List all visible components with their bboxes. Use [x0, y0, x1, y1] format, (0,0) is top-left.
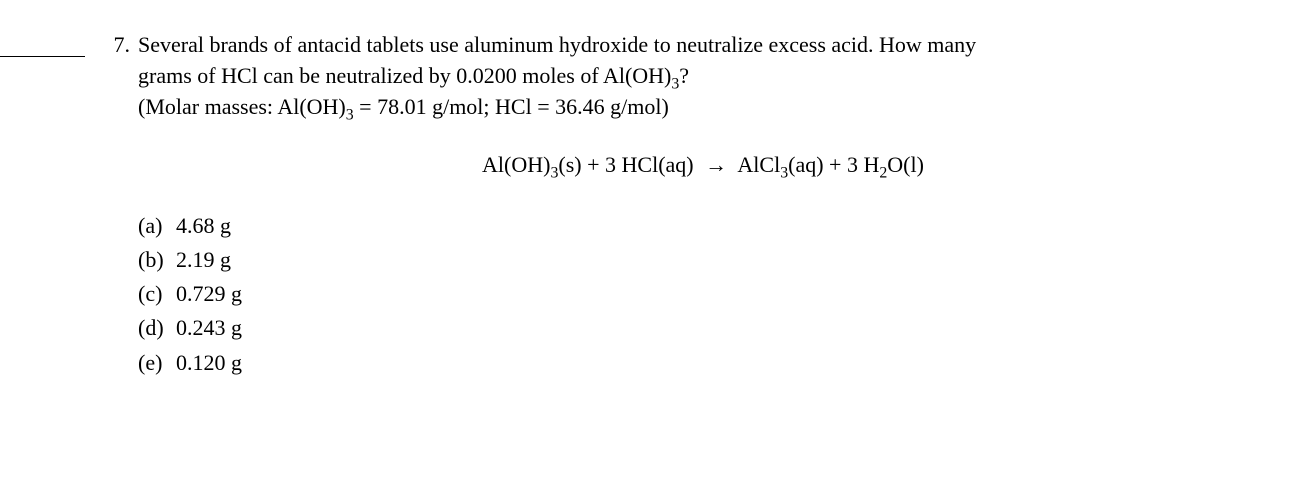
choice-a[interactable]: (a) 4.68 g	[138, 209, 1268, 243]
choice-c[interactable]: (c) 0.729 g	[138, 277, 1268, 311]
choice-value: 0.243 g	[176, 311, 242, 345]
eq-product1-mid: (aq) + 3 H	[788, 152, 879, 177]
question-line3-mid: = 78.01 g/mol; HCl = 36.46 g/mol)	[354, 94, 669, 119]
question-line1: Several brands of antacid tablets use al…	[138, 32, 976, 57]
eq-product1-pre: AlCl	[737, 152, 780, 177]
reaction-arrow-icon: →	[705, 150, 727, 181]
question-line3-pre: (Molar masses: Al(OH)	[138, 94, 346, 119]
chemical-equation: Al(OH)3(s) + 3 HCl(aq) → AlCl3(aq) + 3 H…	[138, 150, 1268, 181]
question-line2-post: ?	[679, 63, 689, 88]
question-line3-sub1: 3	[346, 106, 354, 123]
choice-value: 0.729 g	[176, 277, 242, 311]
question-text: Several brands of antacid tablets use al…	[138, 30, 1268, 122]
choice-e[interactable]: (e) 0.120 g	[138, 346, 1268, 380]
choice-label: (e)	[138, 346, 176, 380]
question-number: 7.	[108, 30, 138, 61]
choice-label: (d)	[138, 311, 176, 345]
choice-label: (b)	[138, 243, 176, 277]
choice-value: 2.19 g	[176, 243, 231, 277]
choice-b[interactable]: (b) 2.19 g	[138, 243, 1268, 277]
eq-product1-sub: 3	[780, 165, 788, 182]
question-block: 7. Several brands of antacid tablets use…	[108, 30, 1268, 380]
eq-reactant1-pre: Al(OH)	[482, 152, 550, 177]
question-row: 7. Several brands of antacid tablets use…	[108, 30, 1268, 122]
eq-product1-post: O(l)	[887, 152, 924, 177]
question-line2-pre: grams of HCl can be neutralized by 0.020…	[138, 63, 671, 88]
choice-label: (c)	[138, 277, 176, 311]
eq-reactant1-post: (s) + 3 HCl(aq)	[558, 152, 693, 177]
answer-choices: (a) 4.68 g (b) 2.19 g (c) 0.729 g (d) 0.…	[138, 209, 1268, 379]
choice-label: (a)	[138, 209, 176, 243]
choice-value: 4.68 g	[176, 209, 231, 243]
choice-value: 0.120 g	[176, 346, 242, 380]
choice-d[interactable]: (d) 0.243 g	[138, 311, 1268, 345]
answer-blank-line[interactable]	[0, 56, 85, 57]
